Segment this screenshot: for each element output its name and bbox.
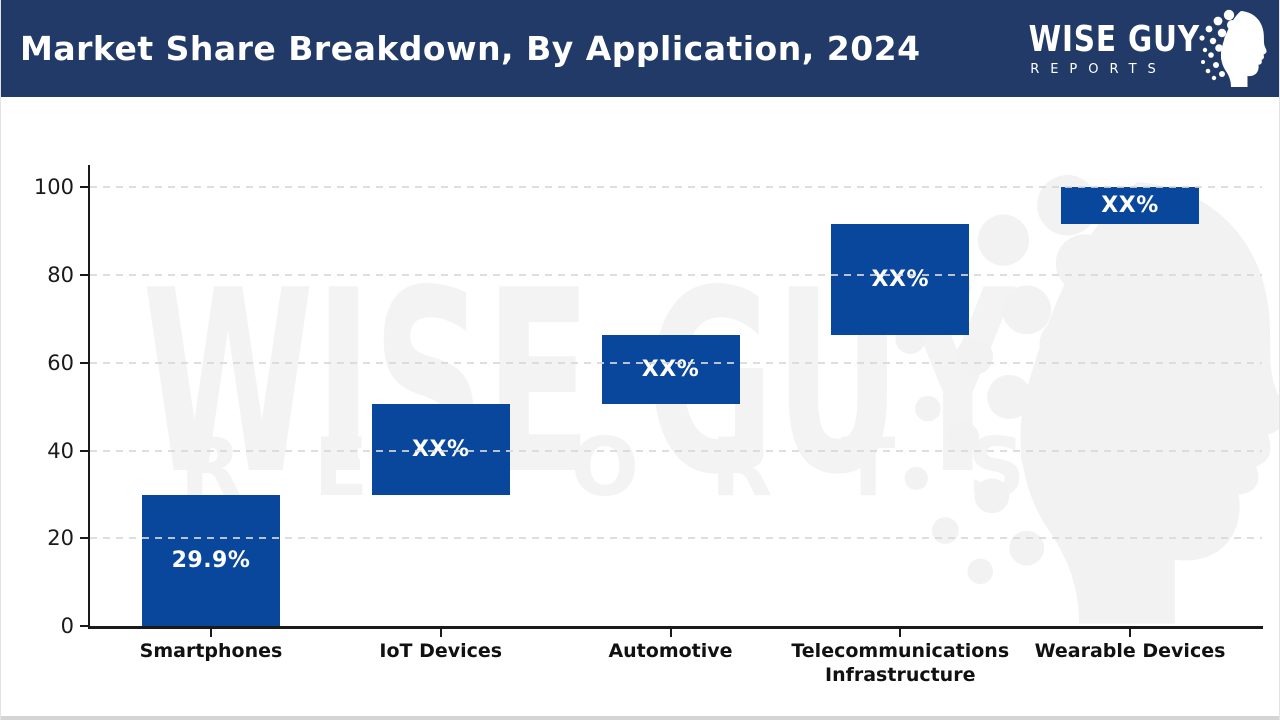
category-label-4: Wearable Devices <box>1034 640 1226 662</box>
y-tick-label-0: 0 <box>60 614 74 638</box>
watermark-reports-text: REPORTS <box>180 421 1098 514</box>
y-tick-80 <box>80 274 89 276</box>
bar-0: 29.9% <box>142 494 280 626</box>
y-tick-label-100: 100 <box>33 175 74 200</box>
brand-logo-head-icon <box>1199 9 1267 87</box>
category-label-1: IoT Devices <box>379 640 503 662</box>
bar-value-label-2: XX% <box>641 357 700 383</box>
bar-value-label-4: XX% <box>1101 193 1159 219</box>
bar-value-label-0: 29.9% <box>171 547 251 573</box>
x-tick-4 <box>1129 628 1131 637</box>
brand-logo-text: WISE GUY REPORTS <box>991 19 1200 77</box>
bar-4: XX% <box>1061 187 1199 225</box>
y-tick-60 <box>80 361 89 364</box>
gridline-100 <box>90 186 1262 189</box>
y-tick-40 <box>80 449 89 452</box>
gridline-20 <box>90 537 1262 540</box>
page-title: Market Share Breakdown, By Application, … <box>20 29 921 68</box>
y-tick-label-60: 60 <box>47 350 74 375</box>
brand-logo: WISE GUY REPORTS <box>991 8 1268 88</box>
y-tick-20 <box>80 537 89 540</box>
x-tick-0 <box>210 628 212 637</box>
category-label-0: Smartphones <box>139 640 283 662</box>
y-tick-label-20: 20 <box>47 526 74 551</box>
bar-1: XX% <box>371 403 510 495</box>
frame-bottom-edge <box>0 716 1280 720</box>
frame-left-edge <box>0 0 1 720</box>
y-tick-label-80: 80 <box>47 263 74 287</box>
bar-3: XX% <box>831 224 970 336</box>
brand-logo-reports-text: REPORTS <box>1030 62 1167 77</box>
x-tick-3 <box>899 628 902 637</box>
y-axis-line <box>88 165 90 628</box>
bar-value-label-1: XX% <box>412 436 470 462</box>
y-tick-label-40: 40 <box>47 438 74 463</box>
x-tick-1 <box>439 628 442 637</box>
bar-value-label-3: XX% <box>871 267 929 293</box>
gridline-60 <box>90 361 1262 364</box>
brand-logo-wordmark: WISE GUY <box>1028 19 1200 60</box>
y-tick-0 <box>80 625 89 627</box>
waterfall-chart: 0 20 40 60 80 100 29.9% XX% XX% XX% XX% Smartphones… <box>0 97 1280 720</box>
x-axis-line <box>88 626 1263 629</box>
x-tick-2 <box>669 628 672 637</box>
y-tick-100 <box>80 186 89 189</box>
bar-2: XX% <box>601 335 740 404</box>
gridline-80 <box>90 274 1262 276</box>
gridline-40 <box>90 449 1262 452</box>
category-label-2: Automotive <box>608 640 733 662</box>
category-label-3: Telecommunications Infrastructure <box>791 640 1010 686</box>
header-bar: Market Share Breakdown, By Application, … <box>0 0 1280 97</box>
